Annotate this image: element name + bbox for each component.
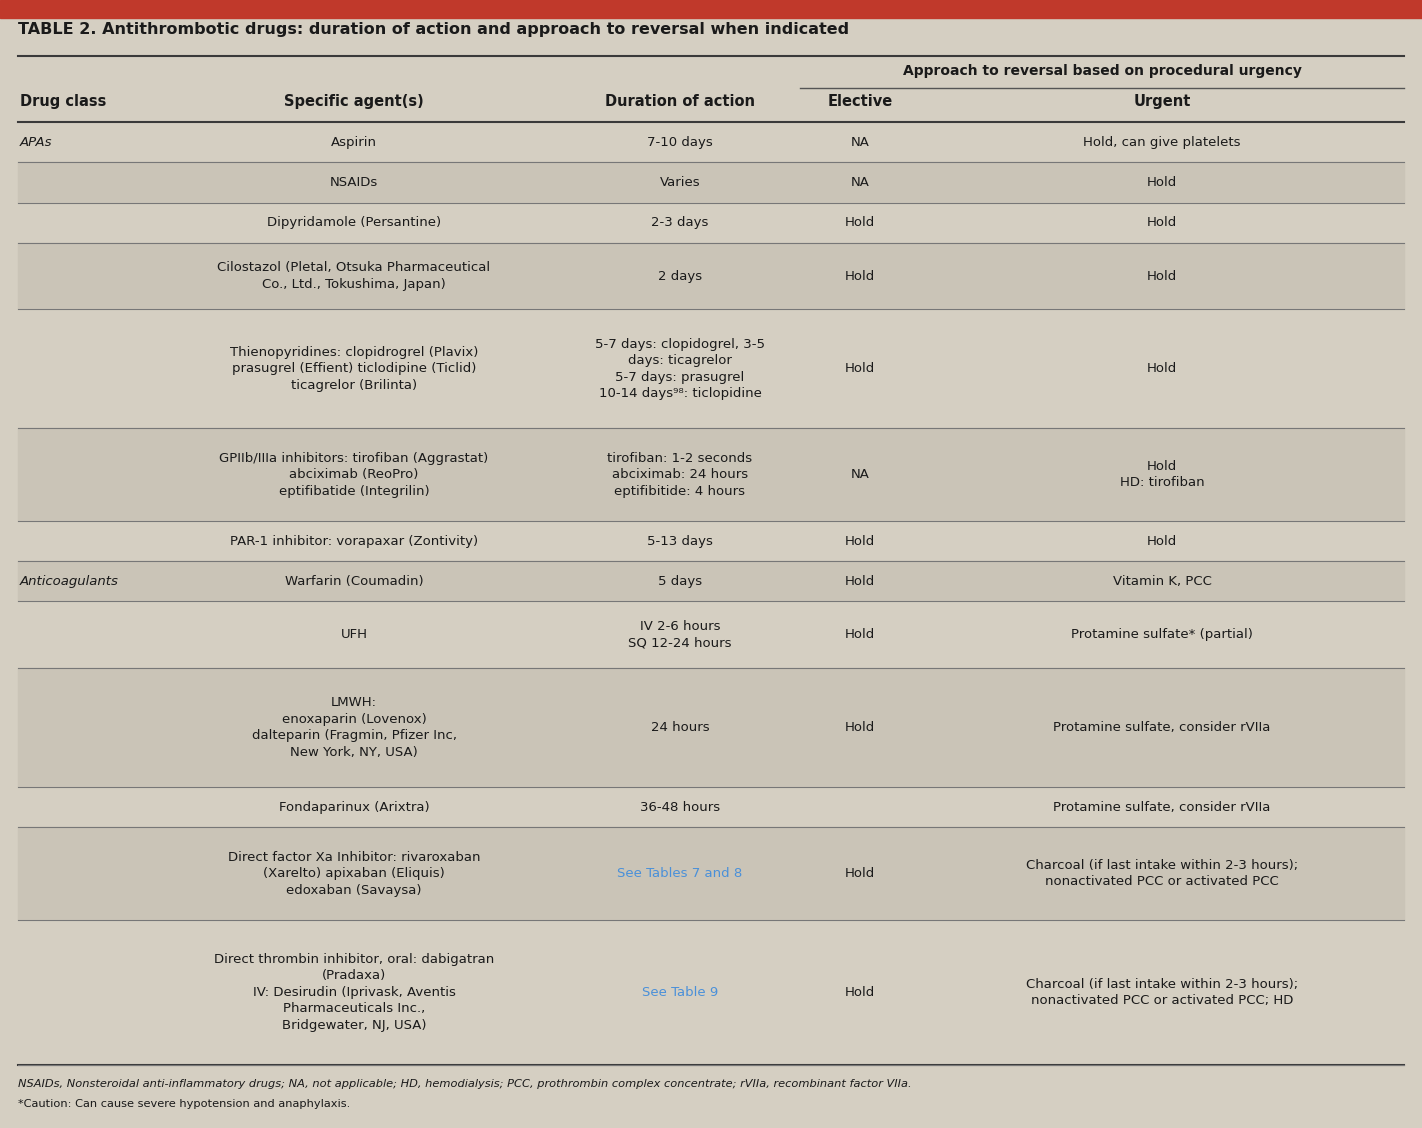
Text: Hold: Hold bbox=[845, 986, 875, 999]
Text: Hold: Hold bbox=[1148, 535, 1177, 547]
Text: See Tables 7 and 8: See Tables 7 and 8 bbox=[617, 867, 742, 880]
Text: Warfarin (Coumadin): Warfarin (Coumadin) bbox=[284, 575, 424, 588]
Bar bbox=[18, 787, 1404, 827]
Bar bbox=[18, 601, 1404, 668]
Text: Protamine sulfate, consider rVIIa: Protamine sulfate, consider rVIIa bbox=[1054, 721, 1271, 734]
Text: Specific agent(s): Specific agent(s) bbox=[284, 94, 424, 109]
Text: 5 days: 5 days bbox=[658, 575, 702, 588]
Text: 7-10 days: 7-10 days bbox=[647, 135, 712, 149]
Text: Drug class: Drug class bbox=[20, 94, 107, 109]
Text: Hold
HD: tirofiban: Hold HD: tirofiban bbox=[1119, 460, 1204, 490]
Text: Hold: Hold bbox=[1148, 217, 1177, 229]
Text: NSAIDs, Nonsteroidal anti-inflammatory drugs; NA, not applicable; HD, hemodialys: NSAIDs, Nonsteroidal anti-inflammatory d… bbox=[18, 1079, 912, 1089]
Bar bbox=[18, 919, 1404, 1065]
Text: 2-3 days: 2-3 days bbox=[651, 217, 708, 229]
Text: Hold: Hold bbox=[1148, 362, 1177, 376]
Bar bbox=[18, 827, 1404, 919]
Bar bbox=[18, 203, 1404, 243]
Text: See Table 9: See Table 9 bbox=[641, 986, 718, 999]
Bar bbox=[18, 162, 1404, 203]
Text: LMWH:
enoxaparin (Lovenox)
dalteparin (Fragmin, Pfizer Inc,
New York, NY, USA): LMWH: enoxaparin (Lovenox) dalteparin (F… bbox=[252, 696, 456, 759]
Bar bbox=[18, 122, 1404, 162]
Text: Hold: Hold bbox=[845, 628, 875, 641]
Text: *Caution: Can cause severe hypotension and anaphylaxis.: *Caution: Can cause severe hypotension a… bbox=[18, 1099, 350, 1109]
Text: Hold: Hold bbox=[845, 362, 875, 376]
Text: Approach to reversal based on procedural urgency: Approach to reversal based on procedural… bbox=[903, 64, 1301, 78]
Text: Protamine sulfate, consider rVIIa: Protamine sulfate, consider rVIIa bbox=[1054, 801, 1271, 813]
Text: Aspirin: Aspirin bbox=[331, 135, 377, 149]
Text: Duration of action: Duration of action bbox=[604, 94, 755, 109]
Text: APAs: APAs bbox=[20, 135, 53, 149]
Text: Hold, can give platelets: Hold, can give platelets bbox=[1084, 135, 1241, 149]
Text: NA: NA bbox=[850, 176, 869, 188]
Text: NSAIDs: NSAIDs bbox=[330, 176, 378, 188]
Text: Urgent: Urgent bbox=[1133, 94, 1190, 109]
Text: 5-13 days: 5-13 days bbox=[647, 535, 712, 547]
Text: Cilostazol (Pletal, Otsuka Pharmaceutical
Co., Ltd., Tokushima, Japan): Cilostazol (Pletal, Otsuka Pharmaceutica… bbox=[218, 262, 491, 291]
Text: Direct factor Xa Inhibitor: rivaroxaban
(Xarelto) apixaban (Eliquis)
edoxaban (S: Direct factor Xa Inhibitor: rivaroxaban … bbox=[228, 851, 481, 897]
Text: IV 2-6 hours
SQ 12-24 hours: IV 2-6 hours SQ 12-24 hours bbox=[629, 620, 732, 650]
Text: Hold: Hold bbox=[845, 721, 875, 734]
Text: Anticoagulants: Anticoagulants bbox=[20, 575, 119, 588]
Text: Thienopyridines: clopidrogrel (Plavix)
prasugrel (Effient) ticlodipine (Ticlid)
: Thienopyridines: clopidrogrel (Plavix) p… bbox=[230, 346, 478, 391]
Bar bbox=[18, 243, 1404, 309]
Text: Vitamin K, PCC: Vitamin K, PCC bbox=[1112, 575, 1212, 588]
Text: GPIIb/IIIa inhibitors: tirofiban (Aggrastat)
abciximab (ReoPro)
eptifibatide (In: GPIIb/IIIa inhibitors: tirofiban (Aggras… bbox=[219, 451, 489, 497]
Text: tirofiban: 1-2 seconds
abciximab: 24 hours
eptifibitide: 4 hours: tirofiban: 1-2 seconds abciximab: 24 hou… bbox=[607, 451, 752, 497]
Bar bbox=[18, 668, 1404, 787]
Text: Dipyridamole (Persantine): Dipyridamole (Persantine) bbox=[267, 217, 441, 229]
Bar bbox=[18, 562, 1404, 601]
Bar bbox=[18, 429, 1404, 521]
Bar bbox=[0, 0, 1422, 18]
Text: Hold: Hold bbox=[845, 867, 875, 880]
Bar bbox=[18, 521, 1404, 562]
Text: Hold: Hold bbox=[845, 270, 875, 283]
Text: NA: NA bbox=[850, 135, 869, 149]
Text: UFH: UFH bbox=[340, 628, 367, 641]
Text: Hold: Hold bbox=[845, 535, 875, 547]
Text: Hold: Hold bbox=[1148, 270, 1177, 283]
Text: 5-7 days: clopidogrel, 3-5
days: ticagrelor
5-7 days: prasugrel
10-14 days⁹⁸: ti: 5-7 days: clopidogrel, 3-5 days: ticagre… bbox=[594, 337, 765, 400]
Bar bbox=[18, 309, 1404, 429]
Text: 2 days: 2 days bbox=[658, 270, 702, 283]
Text: 24 hours: 24 hours bbox=[651, 721, 710, 734]
Text: Elective: Elective bbox=[828, 94, 893, 109]
Text: Fondaparinux (Arixtra): Fondaparinux (Arixtra) bbox=[279, 801, 429, 813]
Text: Hold: Hold bbox=[1148, 176, 1177, 188]
Text: Charcoal (if last intake within 2-3 hours);
nonactivated PCC or activated PCC: Charcoal (if last intake within 2-3 hour… bbox=[1025, 858, 1298, 888]
Text: Varies: Varies bbox=[660, 176, 700, 188]
Text: PAR-1 inhibitor: vorapaxar (Zontivity): PAR-1 inhibitor: vorapaxar (Zontivity) bbox=[230, 535, 478, 547]
Text: Protamine sulfate* (partial): Protamine sulfate* (partial) bbox=[1071, 628, 1253, 641]
Text: TABLE 2. Antithrombotic drugs: duration of action and approach to reversal when : TABLE 2. Antithrombotic drugs: duration … bbox=[18, 23, 849, 37]
Text: Hold: Hold bbox=[845, 217, 875, 229]
Text: Direct thrombin inhibitor, oral: dabigatran
(Pradaxa)
IV: Desirudin (Iprivask, A: Direct thrombin inhibitor, oral: dabigat… bbox=[213, 953, 493, 1032]
Text: Hold: Hold bbox=[845, 575, 875, 588]
Text: NA: NA bbox=[850, 468, 869, 481]
Text: Charcoal (if last intake within 2-3 hours);
nonactivated PCC or activated PCC; H: Charcoal (if last intake within 2-3 hour… bbox=[1025, 978, 1298, 1007]
Text: 36-48 hours: 36-48 hours bbox=[640, 801, 720, 813]
